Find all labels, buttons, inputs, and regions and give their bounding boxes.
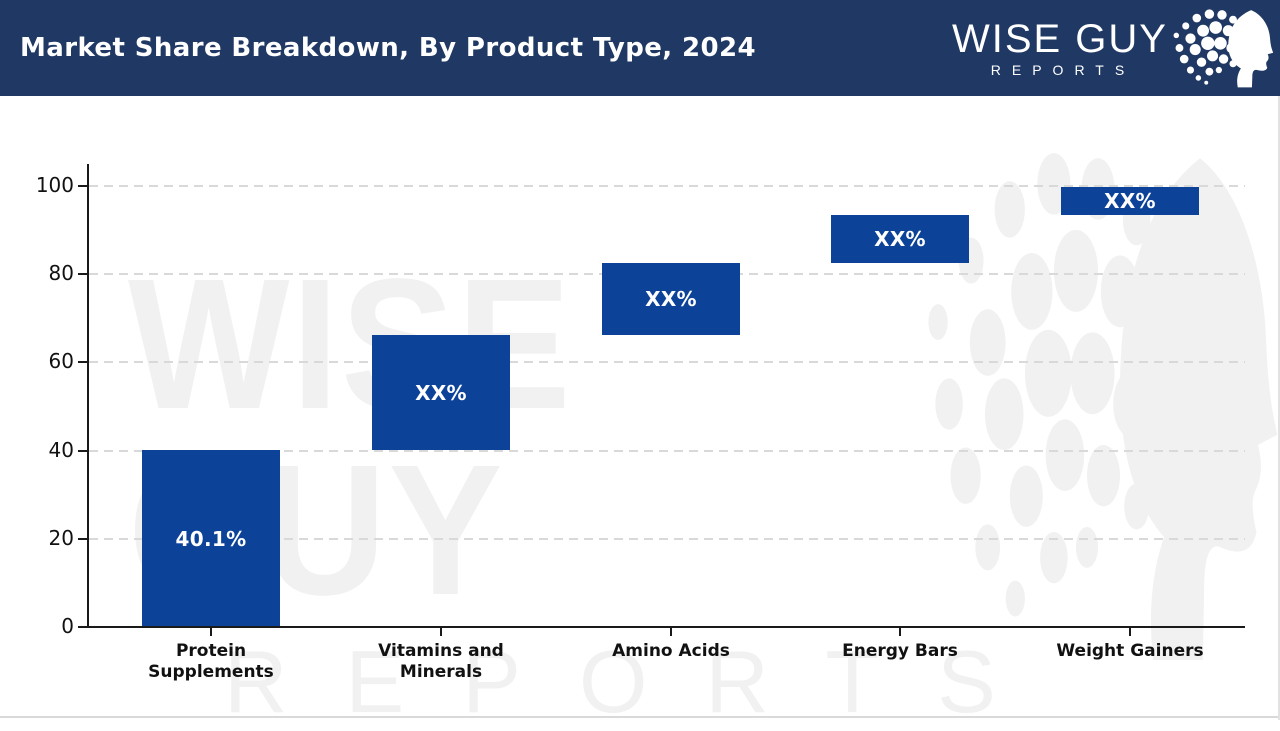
image-right-border: [1278, 96, 1280, 720]
y-tick-label-80: 80: [48, 261, 74, 286]
x-category-line: Energy Bars: [842, 641, 958, 661]
x-category-label-0: Protein Supplements: [96, 641, 326, 684]
bar-vitamins-and-minerals: XX%: [372, 335, 510, 451]
y-tick-0: [78, 626, 87, 628]
x-tick-0: [210, 628, 212, 636]
x-category-label-3: Energy Bars: [785, 641, 1015, 662]
x-category-line: Supplements: [148, 662, 274, 683]
x-category-line: Minerals: [399, 662, 483, 683]
x-category-line: Protein: [175, 641, 247, 661]
x-category-line: Amino Acids: [612, 641, 730, 661]
y-axis-spine: [87, 164, 89, 628]
x-category-label-2: Amino Acids: [556, 641, 786, 662]
logo-text: WISE GUY REPORTS: [952, 19, 1168, 77]
gridline-60: [89, 361, 1245, 364]
x-category-label-4: Weight Gainers: [1015, 641, 1245, 662]
header-bar: Market Share Breakdown, By Product Type,…: [0, 0, 1280, 96]
gridline-40: [89, 449, 1245, 452]
y-tick-label-100: 100: [35, 173, 74, 197]
y-tick-label-60: 60: [48, 349, 74, 374]
y-tick-100: [78, 185, 87, 187]
bar-energy-bars: XX%: [831, 215, 969, 263]
gridline-100: [89, 185, 1245, 187]
page-title: Market Share Breakdown, By Product Type,…: [20, 33, 756, 63]
x-tick-1: [440, 628, 442, 636]
bar-value-label: XX%: [1104, 188, 1156, 213]
bar-value-label: XX%: [415, 380, 467, 405]
image-bottom-border: [0, 716, 1280, 718]
logo-subtitle: REPORTS: [990, 62, 1136, 78]
x-tick-4: [1129, 628, 1131, 636]
logo-wordmark: WISE GUY: [951, 17, 1168, 61]
y-tick-label-20: 20: [48, 525, 74, 550]
y-tick-label-40: 40: [48, 437, 74, 462]
y-tick-80: [78, 273, 87, 276]
x-axis-spine: [87, 626, 1245, 628]
gridline-20: [89, 537, 1245, 540]
head-profile-dots-icon: [1173, 9, 1274, 88]
bar-protein-supplements: 40.1%: [142, 450, 280, 627]
x-tick-2: [670, 628, 672, 636]
bar-weight-gainers: XX%: [1061, 186, 1199, 216]
bar-amino-acids: XX%: [602, 262, 740, 336]
bar-value-label: 40.1%: [175, 526, 247, 551]
bar-value-label: XX%: [874, 226, 926, 251]
y-tick-label-0: 0: [61, 614, 74, 638]
x-tick-3: [899, 628, 901, 636]
wise-guy-reports-logo: WISE GUY REPORTS: [952, 4, 1274, 92]
x-category-line: Vitamins and: [378, 641, 504, 661]
bar-value-label: XX%: [645, 287, 697, 312]
y-tick-60: [78, 361, 87, 364]
x-category-line: Weight Gainers: [1056, 641, 1204, 661]
y-tick-40: [78, 449, 87, 452]
x-category-label-1: Vitamins and Minerals: [326, 641, 556, 684]
y-tick-20: [78, 537, 87, 540]
